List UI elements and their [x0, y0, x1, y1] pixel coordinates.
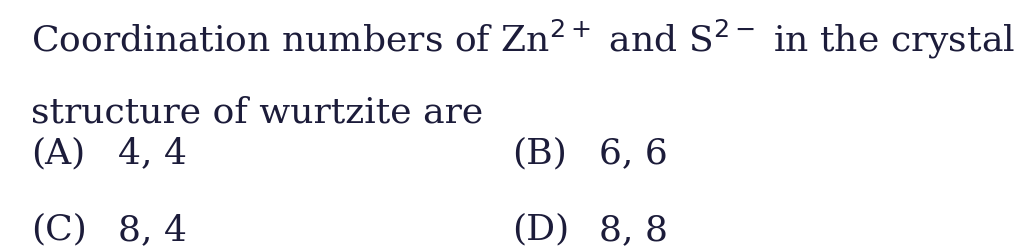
Text: (B): (B)	[512, 136, 567, 170]
Text: Coordination numbers of Zn$^{2+}$ and S$^{2-}$ in the crystal: Coordination numbers of Zn$^{2+}$ and S$…	[31, 18, 1015, 61]
Text: 8, 4: 8, 4	[118, 213, 186, 247]
Text: (A): (A)	[31, 136, 85, 170]
Text: structure of wurtzite are: structure of wurtzite are	[31, 96, 483, 130]
Text: (C): (C)	[31, 213, 87, 247]
Text: 6, 6: 6, 6	[599, 136, 668, 170]
Text: (D): (D)	[512, 213, 569, 247]
Text: 8, 8: 8, 8	[599, 213, 668, 247]
Text: 4, 4: 4, 4	[118, 136, 186, 170]
